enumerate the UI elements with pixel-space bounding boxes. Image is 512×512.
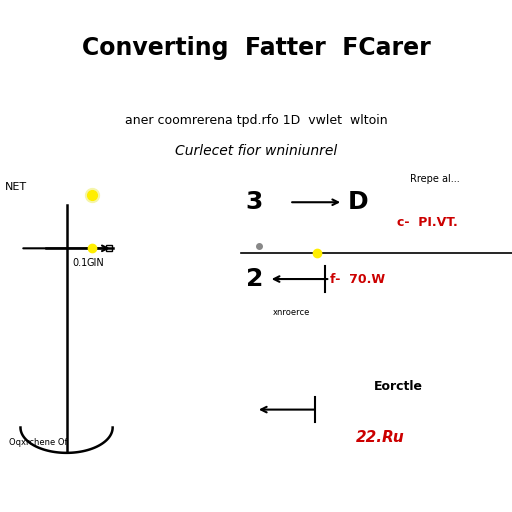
Text: 0.1: 0.1 [73, 258, 88, 268]
Text: Oqxrchene Of: Oqxrchene Of [9, 438, 68, 447]
Text: f-  70.W: f- 70.W [330, 272, 386, 286]
Text: xnroerce: xnroerce [273, 308, 310, 317]
Text: aner coomrerena tpd.rfo 1D  vwlet  wltoin: aner coomrerena tpd.rfo 1D vwlet wltoin [125, 114, 387, 127]
Text: 22.Ru: 22.Ru [356, 430, 404, 445]
Text: 3: 3 [246, 190, 263, 214]
Text: 2: 2 [246, 267, 263, 291]
Text: c-  PI.VT.: c- PI.VT. [397, 216, 458, 229]
Text: D: D [348, 190, 369, 214]
Text: NET: NET [5, 182, 27, 192]
Text: Eorctle: Eorctle [374, 380, 423, 393]
Text: Converting  Fatter  FCarer: Converting Fatter FCarer [81, 36, 431, 60]
Text: GIN: GIN [86, 258, 104, 268]
Text: Curlecet fior wniniunrel: Curlecet fior wniniunrel [175, 144, 337, 158]
Text: Rrepe al...: Rrepe al... [410, 174, 459, 184]
